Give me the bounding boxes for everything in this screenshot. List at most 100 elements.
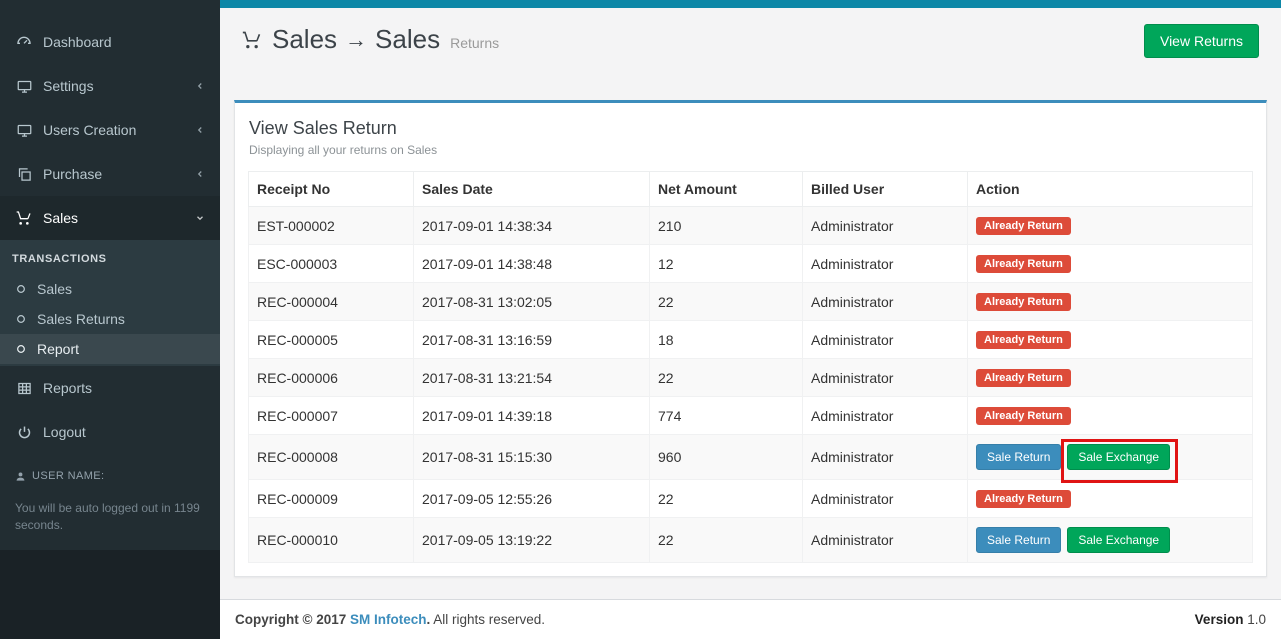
already-return-badge: Already Return xyxy=(976,217,1071,235)
sidebar-subitem-report[interactable]: Report xyxy=(0,334,220,364)
billed-user-cell: Administrator xyxy=(802,320,968,359)
sidebar-item-logout[interactable]: Logout xyxy=(0,410,220,454)
sidebar-item-settings[interactable]: Settings xyxy=(0,64,220,108)
already-return-badge: Already Return xyxy=(976,369,1071,387)
table-row: EST-000002 2017-09-01 14:38:34 210 Administ… xyxy=(248,206,1253,245)
action-cell: Already Return xyxy=(967,396,1253,435)
billed-user-cell: Administrator xyxy=(802,396,968,435)
receipt-no-cell: REC-000004 xyxy=(248,282,414,321)
top-accent-bar xyxy=(220,0,1281,8)
table-row: ESC-000003 2017-09-01 14:38:48 12 Administr… xyxy=(248,244,1253,283)
sales-date-cell: 2017-09-05 12:55:26 xyxy=(413,479,650,518)
sales-date-cell: 2017-09-01 14:38:48 xyxy=(413,244,650,283)
column-header-billed-user: Billed User xyxy=(802,171,968,207)
column-header-action: Action xyxy=(967,171,1253,207)
net-amount-cell: 22 xyxy=(649,517,803,563)
already-return-badge: Already Return xyxy=(976,255,1071,273)
company-link[interactable]: SM Infotech xyxy=(349,612,427,627)
billed-user-cell: Administrator xyxy=(802,358,968,397)
dashboard-icon xyxy=(15,34,33,50)
sales-date-cell: 2017-08-31 13:21:54 xyxy=(413,358,650,397)
billed-user-cell: Administrator xyxy=(802,206,968,245)
sidebar-subitem-sales-returns[interactable]: Sales Returns xyxy=(0,304,220,334)
net-amount-cell: 22 xyxy=(649,479,803,518)
action-cell: Sale Return Sale Exchange xyxy=(967,517,1253,563)
table-header-row: Receipt No Sales Date Net Amount Billed … xyxy=(248,171,1253,207)
action-cell: Sale Return Sale Exchange xyxy=(967,434,1253,483)
already-return-badge: Already Return xyxy=(976,407,1071,425)
sales-date-cell: 2017-09-05 13:19:22 xyxy=(413,517,650,563)
sales-date-cell: 2017-09-01 14:38:34 xyxy=(413,206,650,245)
already-return-badge: Already Return xyxy=(976,490,1071,508)
title-primary: Sales xyxy=(272,24,338,54)
chevron-down-icon xyxy=(195,213,205,223)
column-header-receipt-no: Receipt No xyxy=(248,171,414,207)
transactions-section-label: TRANSACTIONS xyxy=(12,253,107,265)
sidebar-item-dashboard[interactable]: Dashboard xyxy=(0,20,220,64)
action-cell: Already Return xyxy=(967,282,1253,321)
table-row: REC-000004 2017-08-31 13:02:05 22 Administr… xyxy=(248,282,1253,321)
table-row: REC-000008 2017-08-31 15:15:30 960 Administ… xyxy=(248,434,1253,483)
sales-date-cell: 2017-08-31 15:15:30 xyxy=(413,434,650,480)
content-body: View Sales Return Displaying all your re… xyxy=(220,84,1281,599)
user-name-label: USER NAME: xyxy=(15,470,205,482)
sidebar-item-label: Sales xyxy=(43,210,79,226)
user-icon xyxy=(15,471,26,482)
circle-icon xyxy=(14,344,28,354)
table-row: REC-000007 2017-09-01 14:39:18 774 Administ… xyxy=(248,396,1253,435)
footer: Copyright © 2017 SM Infotech. All rights… xyxy=(220,599,1281,639)
net-amount-cell: 22 xyxy=(649,358,803,397)
receipt-no-cell: REC-000006 xyxy=(248,358,414,397)
net-amount-cell: 960 xyxy=(649,434,803,480)
sidebar-item-sales[interactable]: Sales xyxy=(0,196,220,240)
billed-user-cell: Administrator xyxy=(802,517,968,563)
receipt-no-cell: REC-000008 xyxy=(248,434,414,480)
table-row: REC-000005 2017-08-31 13:16:59 18 Administr… xyxy=(248,320,1253,359)
subitem-label: Sales Returns xyxy=(37,311,125,327)
title-sub: Returns xyxy=(450,35,500,51)
sidebar-subitem-sales[interactable]: Sales xyxy=(0,274,220,304)
sales-submenu: TRANSACTIONS Sales Sales Returns xyxy=(0,240,220,366)
chevron-left-icon xyxy=(195,81,205,91)
net-amount-cell: 18 xyxy=(649,320,803,359)
main-area: Sales → Sales Returns View Returns View … xyxy=(220,0,1281,639)
billed-user-cell: Administrator xyxy=(802,244,968,283)
monitor-icon xyxy=(15,79,33,94)
table-row: REC-000006 2017-08-31 13:21:54 22 Administr… xyxy=(248,358,1253,397)
sale-return-button[interactable]: Sale Return xyxy=(976,444,1062,470)
sale-return-button[interactable]: Sale Return xyxy=(976,527,1062,553)
sidebar-item-purchase[interactable]: Purchase xyxy=(0,152,220,196)
page-title: Sales → Sales Returns xyxy=(242,24,499,55)
sale-exchange-button[interactable]: Sale Exchange xyxy=(1067,444,1171,470)
billed-user-cell: Administrator xyxy=(802,434,968,480)
sidebar-item-label: Purchase xyxy=(43,166,103,182)
action-cell: Already Return xyxy=(967,358,1253,397)
cart-icon xyxy=(242,30,262,50)
sale-exchange-button[interactable]: Sale Exchange xyxy=(1067,527,1171,553)
chevron-left-icon xyxy=(195,125,205,135)
sidebar-item-reports[interactable]: Reports xyxy=(0,366,220,410)
sales-date-cell: 2017-08-31 13:16:59 xyxy=(413,320,650,359)
sales-date-cell: 2017-08-31 13:02:05 xyxy=(413,282,650,321)
table-row: REC-000009 2017-09-05 12:55:26 22 Administr… xyxy=(248,479,1253,518)
version-text: Version 1.0 xyxy=(1194,612,1266,627)
copy-icon xyxy=(15,167,33,182)
receipt-no-cell: ESC-000003 xyxy=(248,244,414,283)
subitem-label: Sales xyxy=(37,281,73,297)
billed-user-cell: Administrator xyxy=(802,282,968,321)
power-icon xyxy=(15,425,33,440)
sidebar-item-users-creation[interactable]: Users Creation xyxy=(0,108,220,152)
title-secondary: Sales xyxy=(375,24,441,54)
sidebar-item-label: Dashboard xyxy=(43,34,112,50)
table-icon xyxy=(15,381,33,396)
action-cell: Already Return xyxy=(967,320,1253,359)
subitem-label: Report xyxy=(37,341,80,357)
table-row: REC-000010 2017-09-05 13:19:22 22 Administr… xyxy=(248,517,1253,563)
annotation-highlight-wrap: Sale Exchange xyxy=(1061,439,1179,483)
view-returns-button[interactable]: View Returns xyxy=(1143,24,1259,58)
net-amount-cell: 774 xyxy=(649,396,803,435)
action-cell: Already Return xyxy=(967,244,1253,283)
cart-icon xyxy=(15,210,33,226)
receipt-no-cell: REC-000007 xyxy=(248,396,414,435)
